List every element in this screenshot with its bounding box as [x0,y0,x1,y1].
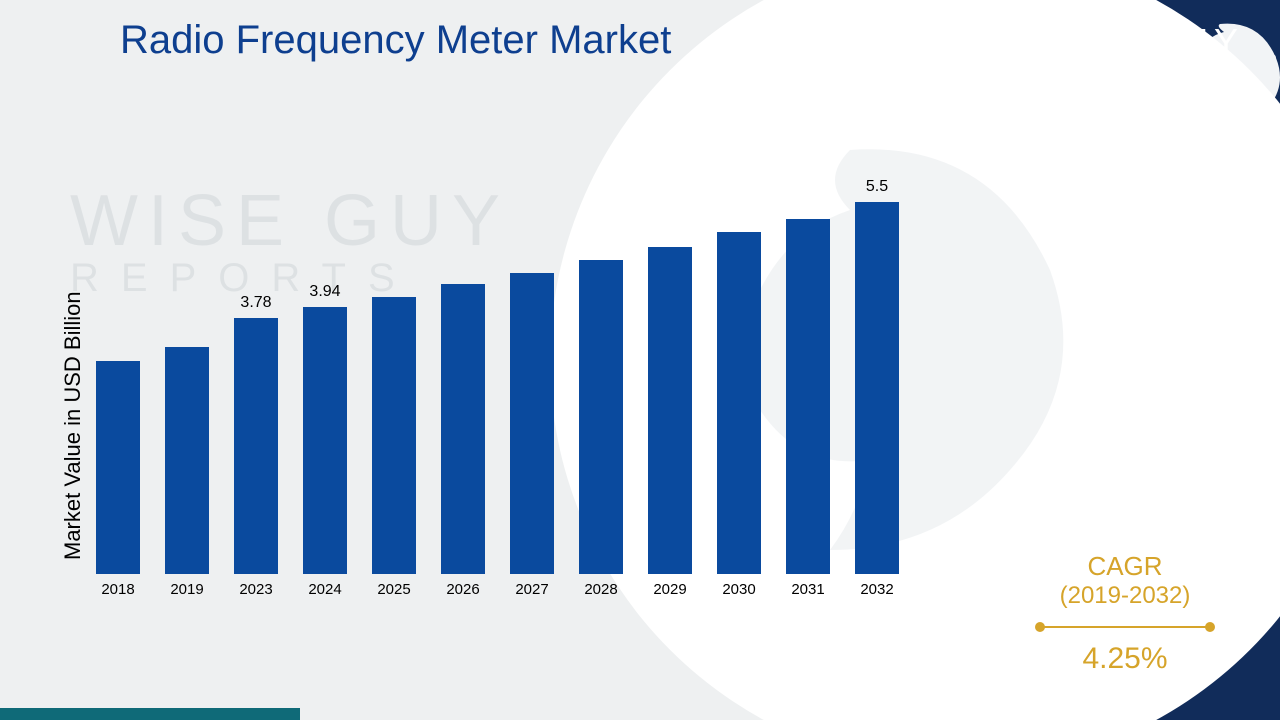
x-category-2028: 2028 [584,581,617,598]
x-category-2018: 2018 [101,581,134,598]
x-category-2032: 2032 [860,581,893,598]
bar-2032 [855,202,899,574]
bar-2029 [648,247,692,574]
bar-2027 [510,273,554,574]
bar-2030 [717,232,761,574]
bar-2019 [165,347,209,574]
cagr-range: (2019-2032) [1010,582,1240,610]
cagr-divider [1040,626,1210,628]
x-category-2026: 2026 [446,581,479,598]
bar-2023 [234,318,278,574]
bar-2018 [96,361,140,574]
cagr-value: 4.25% [1010,642,1240,676]
bottom-accent-bar [0,708,300,720]
cagr-title: CAGR [1010,551,1240,582]
x-category-2029: 2029 [653,581,686,598]
bar-value-2023: 3.78 [226,294,286,312]
x-category-2025: 2025 [377,581,410,598]
bar-value-2032: 5.5 [847,178,907,196]
bar-2031 [786,219,830,574]
x-category-2023: 2023 [239,581,272,598]
bar-2028 [579,260,623,574]
x-category-2024: 2024 [308,581,341,598]
brand-logo: WISE GUY REPORTS [1016,24,1244,82]
bar-2024 [303,307,347,574]
bar-value-2024: 3.94 [295,283,355,301]
chart-title: Radio Frequency Meter Market [120,18,671,63]
x-category-2019: 2019 [170,581,203,598]
x-category-2030: 2030 [722,581,755,598]
cagr-block: CAGR (2019-2032) 4.25% [1010,551,1240,676]
bar-2026 [441,284,485,574]
bar-2025 [372,297,416,574]
x-category-2031: 2031 [791,581,824,598]
y-axis-label: Market Value in USD Billion [60,291,86,560]
bar-chart: 201820193.7820233.9420242025202620272028… [94,168,906,574]
x-category-2027: 2027 [515,581,548,598]
